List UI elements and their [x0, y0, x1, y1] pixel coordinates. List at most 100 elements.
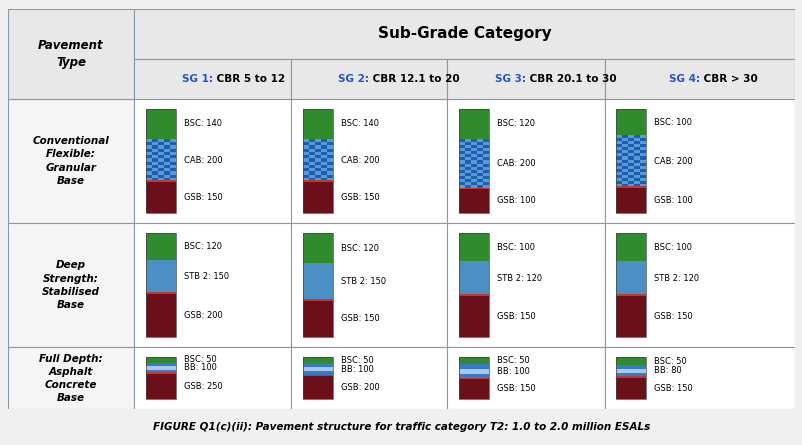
Bar: [303, 139, 309, 142]
Bar: [459, 188, 488, 213]
Bar: [634, 150, 639, 154]
Bar: [622, 144, 627, 147]
Bar: [314, 165, 321, 168]
Bar: [303, 181, 333, 182]
Bar: [459, 173, 464, 176]
Bar: [157, 139, 164, 142]
Bar: [459, 109, 488, 139]
Bar: [470, 173, 476, 176]
Bar: [459, 377, 488, 379]
Bar: [169, 158, 176, 162]
Bar: [8, 99, 134, 223]
Bar: [146, 165, 152, 168]
Bar: [321, 142, 326, 146]
Bar: [303, 371, 333, 376]
Bar: [627, 172, 634, 175]
Bar: [639, 141, 646, 144]
Text: STB 2: 120: STB 2: 120: [496, 274, 541, 283]
Bar: [604, 347, 794, 409]
Bar: [309, 175, 314, 178]
Bar: [146, 139, 152, 142]
Bar: [303, 109, 333, 139]
Bar: [639, 166, 646, 169]
Bar: [8, 9, 134, 99]
Bar: [164, 149, 169, 152]
Bar: [8, 9, 794, 99]
Text: SG 1:: SG 1:: [181, 74, 213, 84]
Bar: [634, 157, 639, 160]
Bar: [627, 166, 634, 169]
Bar: [303, 233, 333, 263]
Bar: [459, 294, 488, 296]
Bar: [616, 184, 622, 187]
Text: SG 4:: SG 4:: [668, 74, 699, 84]
Bar: [134, 99, 291, 223]
Bar: [627, 178, 634, 181]
Bar: [146, 146, 152, 149]
Bar: [470, 142, 476, 145]
Bar: [639, 160, 646, 162]
Bar: [616, 147, 622, 150]
Bar: [303, 357, 333, 400]
Bar: [321, 155, 326, 158]
Bar: [616, 109, 646, 213]
Bar: [470, 154, 476, 158]
Bar: [616, 172, 622, 175]
Text: CAB: 200: CAB: 200: [654, 157, 692, 166]
Bar: [309, 149, 314, 152]
Bar: [622, 157, 627, 160]
Bar: [604, 59, 794, 99]
Bar: [476, 182, 482, 185]
Bar: [146, 292, 176, 294]
Bar: [482, 161, 488, 164]
Bar: [157, 171, 164, 175]
Text: BSC: 140: BSC: 140: [341, 119, 379, 129]
Bar: [146, 178, 152, 181]
Bar: [8, 223, 134, 347]
Bar: [291, 223, 447, 347]
Bar: [639, 184, 646, 187]
Bar: [459, 148, 464, 151]
Bar: [157, 158, 164, 162]
Bar: [476, 158, 482, 161]
Bar: [447, 59, 604, 99]
Bar: [459, 261, 488, 295]
Bar: [470, 167, 476, 170]
Bar: [616, 141, 622, 144]
Bar: [464, 176, 470, 179]
Bar: [152, 155, 157, 158]
Bar: [622, 181, 627, 184]
Bar: [303, 375, 333, 376]
Bar: [459, 364, 488, 369]
Bar: [616, 166, 622, 169]
Bar: [303, 165, 309, 168]
Text: GSB: 250: GSB: 250: [184, 382, 222, 391]
Bar: [146, 357, 176, 400]
Bar: [470, 179, 476, 182]
Bar: [464, 145, 470, 148]
Bar: [470, 148, 476, 151]
Bar: [169, 178, 176, 181]
Bar: [616, 186, 646, 188]
Bar: [326, 171, 333, 175]
Bar: [303, 178, 309, 181]
Bar: [326, 178, 333, 181]
Text: Deep
Strength:
Stabilised
Base: Deep Strength: Stabilised Base: [42, 260, 99, 310]
Bar: [464, 164, 470, 167]
Text: SG 2:: SG 2:: [338, 74, 369, 84]
Bar: [634, 181, 639, 184]
Text: GSB: 150: GSB: 150: [341, 314, 379, 323]
Bar: [321, 175, 326, 178]
Text: GSB: 150: GSB: 150: [341, 193, 379, 202]
Bar: [146, 293, 176, 337]
Bar: [616, 160, 622, 162]
Bar: [447, 223, 604, 347]
Bar: [639, 172, 646, 175]
Bar: [309, 155, 314, 158]
Bar: [157, 152, 164, 155]
Bar: [164, 162, 169, 165]
Bar: [152, 149, 157, 152]
Bar: [622, 150, 627, 154]
Bar: [464, 151, 470, 154]
Bar: [622, 175, 627, 178]
